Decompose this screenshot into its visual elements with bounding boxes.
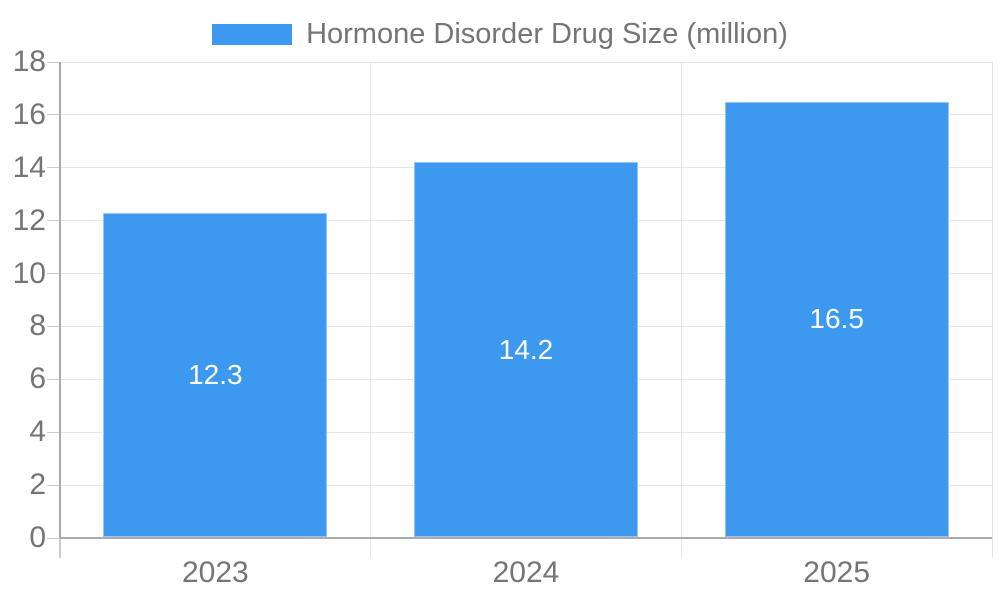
y-gridline — [60, 61, 992, 63]
y-tick-mark — [47, 431, 60, 433]
bar-value-label: 16.5 — [809, 303, 864, 335]
bar[interactable]: 16.5 — [724, 101, 949, 537]
bar[interactable]: 14.2 — [414, 162, 638, 537]
bar-value-label: 14.2 — [498, 333, 554, 365]
y-tick-mark — [47, 114, 60, 116]
y-tick-label: 14 — [12, 150, 46, 184]
y-tick-label: 10 — [12, 256, 46, 290]
legend-swatch — [212, 24, 293, 45]
y-tick-label: 2 — [29, 468, 46, 502]
y-axis-tick-extension — [59, 538, 61, 558]
category-boundary-gridline — [370, 62, 372, 558]
y-tick-label: 6 — [29, 362, 46, 396]
bar-value-label: 12.3 — [188, 358, 243, 390]
x-tick-label: 2024 — [492, 556, 560, 589]
legend: Hormone Disorder Drug Size (million) — [0, 18, 1000, 51]
y-tick-mark — [47, 273, 60, 275]
x-tick-label: 2025 — [803, 556, 871, 589]
y-gridline — [60, 114, 992, 116]
y-tick-label: 16 — [12, 97, 46, 131]
y-tick-label: 8 — [29, 309, 46, 343]
y-tick-mark — [47, 378, 60, 380]
category-boundary-gridline — [991, 62, 993, 558]
y-tick-label: 18 — [12, 45, 46, 78]
y-tick-mark — [47, 537, 60, 539]
y-axis-line — [59, 62, 61, 538]
y-tick-label: 4 — [29, 415, 46, 449]
x-axis-line — [60, 537, 992, 539]
x-tick-label: 2023 — [181, 556, 249, 589]
y-tick-mark — [47, 220, 60, 222]
y-tick-mark — [47, 167, 60, 169]
y-tick-label: 0 — [29, 521, 46, 554]
y-tick-mark — [47, 484, 60, 486]
y-tick-label: 12 — [12, 203, 46, 237]
category-boundary-gridline — [680, 62, 682, 558]
bar[interactable]: 12.3 — [103, 212, 328, 537]
y-tick-mark — [47, 61, 60, 63]
legend-label: Hormone Disorder Drug Size (million) — [306, 18, 788, 50]
y-tick-mark — [47, 325, 60, 327]
